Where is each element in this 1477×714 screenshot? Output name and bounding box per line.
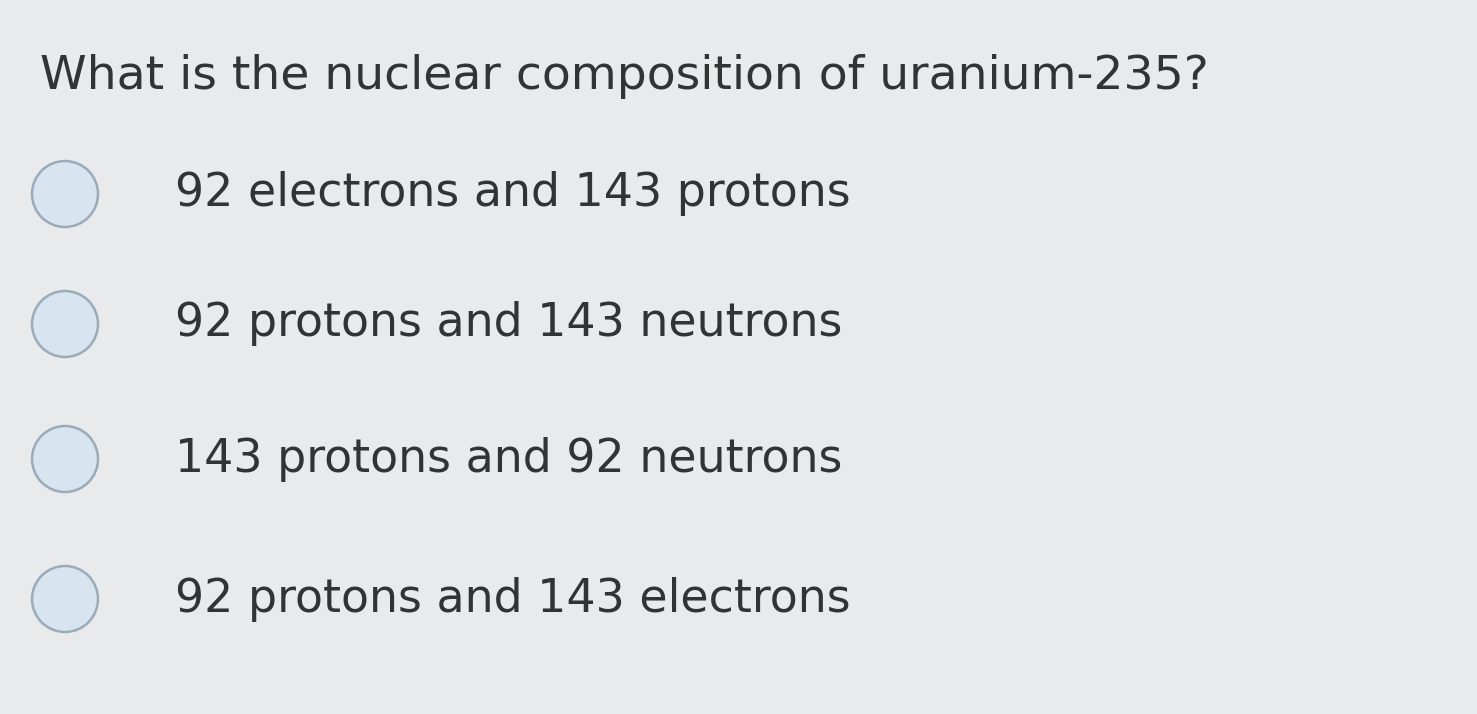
Text: 92 protons and 143 electrons: 92 protons and 143 electrons [174, 576, 851, 621]
Text: 92 protons and 143 neutrons: 92 protons and 143 neutrons [174, 301, 842, 346]
Text: 143 protons and 92 neutrons: 143 protons and 92 neutrons [174, 436, 842, 481]
Circle shape [32, 291, 97, 357]
Circle shape [32, 161, 97, 227]
Circle shape [32, 566, 97, 632]
Text: 92 electrons and 143 protons: 92 electrons and 143 protons [174, 171, 851, 216]
Circle shape [32, 426, 97, 492]
Text: What is the nuclear composition of uranium-235?: What is the nuclear composition of urani… [40, 54, 1208, 99]
